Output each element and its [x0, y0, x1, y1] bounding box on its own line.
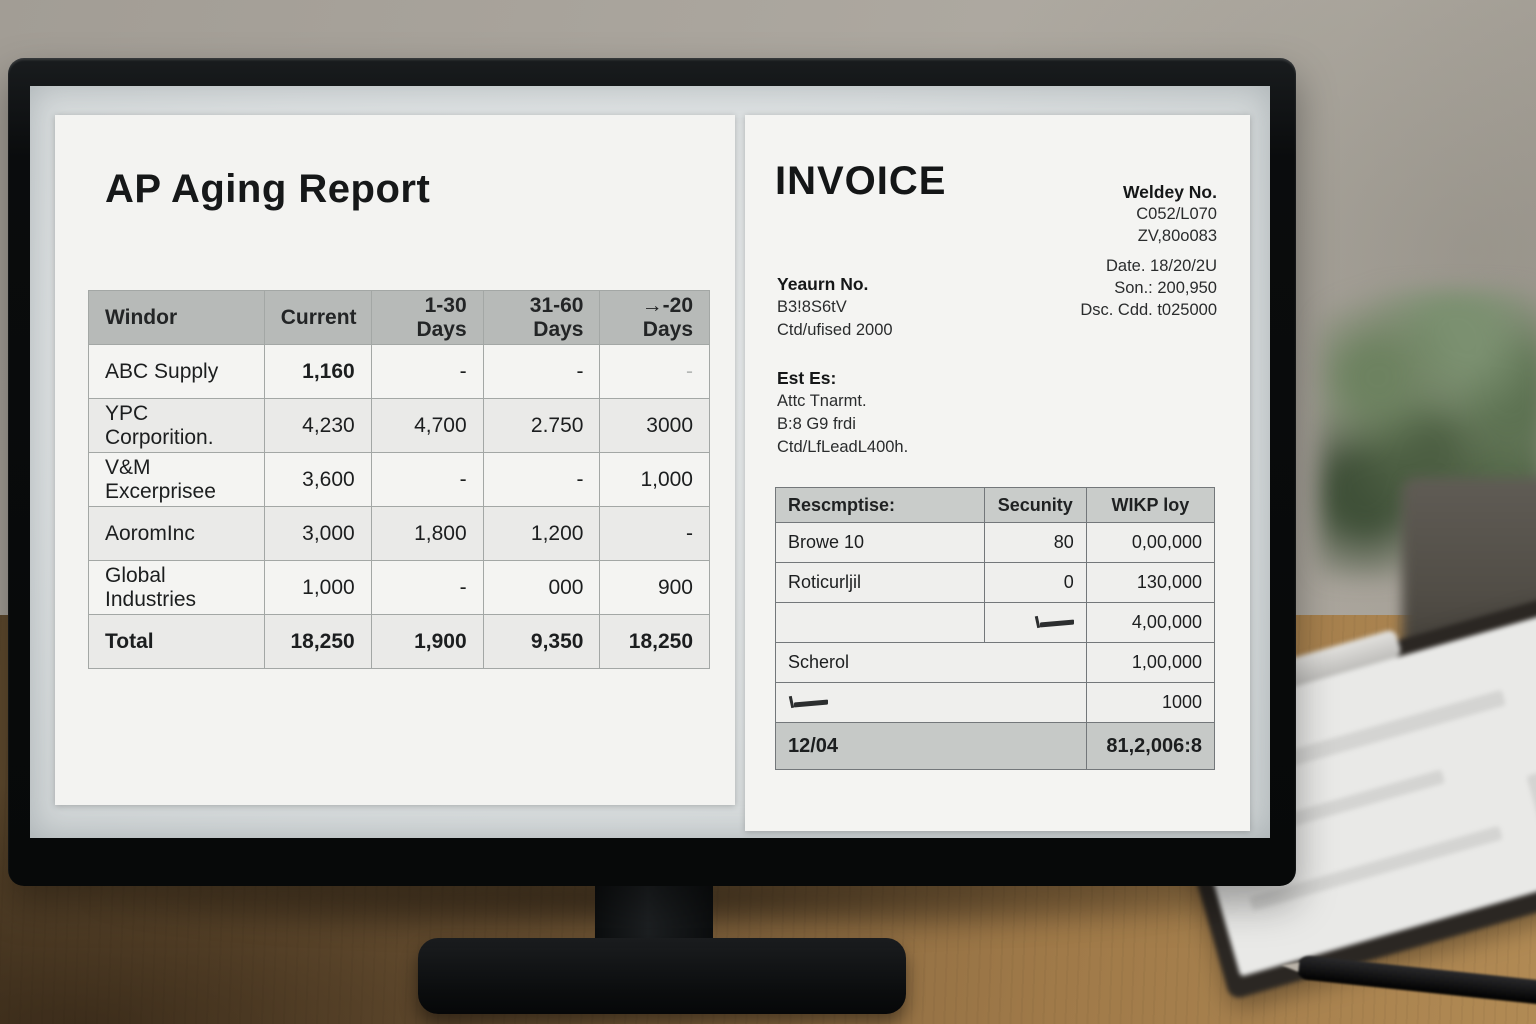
amount-cell: 3,000 — [263, 506, 372, 561]
strike-mark-icon — [1034, 616, 1074, 628]
amount-cell: 0,00,000 — [1085, 522, 1216, 563]
invoice-ref-value: ZV,80o083 — [1137, 227, 1217, 245]
total-label-cell: 12/04 — [775, 722, 1087, 770]
security-cell: 0 — [983, 562, 1087, 603]
amount-cell: 900 — [599, 560, 710, 615]
amount-cell: 4,700 — [370, 398, 484, 453]
table-row: Roticurljil 0 130,000 — [775, 562, 1216, 603]
bill-to-line: B3!8S6tV — [777, 298, 847, 316]
amount-cell: 3,600 — [263, 452, 372, 507]
description-cell: Scherol — [775, 642, 1087, 683]
amount-cell: - — [370, 452, 484, 507]
est-line: Ctd/LfLeadL400h. — [777, 438, 909, 456]
amount-cell: - — [482, 344, 601, 399]
vendor-cell: Global Industries — [88, 560, 265, 615]
amount-cell: 1,160 — [263, 344, 372, 399]
description-cell: Roticurljil — [775, 562, 985, 603]
amount-cell: 000 — [482, 560, 601, 615]
total-amount-cell: 81,2,006:8 — [1085, 722, 1216, 770]
ap-aging-report-panel: AP Aging Report Windor Current 1-30 Days 31… — [55, 115, 735, 805]
amount-cell: 1,00,000 — [1085, 642, 1216, 683]
invoice-date: Date. 18/20/2U — [1106, 257, 1217, 275]
amount-cell: 2.750 — [482, 398, 601, 453]
table-row: Global Industries 1,000-000 900 — [88, 560, 710, 615]
table-row: YPC Corporition. 4,230 4,700 2.750 3000 — [88, 398, 710, 453]
table-row: Browe 10 80 0,00,000 — [775, 522, 1216, 563]
table-row: 1000 — [775, 682, 1216, 723]
amount-cell: 130,000 — [1085, 562, 1216, 603]
est-block: Est Es: Attc Tnarmt. B:8 G9 frdi Ctd/LfL… — [777, 367, 908, 459]
invoice-number-value: C052/L070 — [1136, 205, 1217, 223]
total-row: Total 18,250 1,900 9,350 18,250 — [88, 614, 710, 669]
amount-cell: 4,00,000 — [1085, 602, 1216, 643]
column-header: Windor — [88, 290, 265, 345]
amount-cell: 3000 — [599, 398, 710, 453]
vendor-cell: YPC Corporition. — [88, 398, 265, 453]
monitor-stand-base — [418, 938, 906, 1014]
total-row: 12/04 81,2,006:8 — [775, 722, 1216, 770]
amount-cell: 1,000 — [599, 452, 710, 507]
amount-cell: - — [482, 452, 601, 507]
vendor-cell: ABC Supply — [88, 344, 265, 399]
security-cell: 80 — [983, 522, 1087, 563]
table-header-row: Windor Current 1-30 Days 31-60 Days →-20 Day… — [88, 290, 710, 345]
amount-cell: - — [599, 506, 710, 561]
table-row: 4,00,000 — [775, 602, 1216, 643]
invoice-son: Son.: 200,950 — [1114, 279, 1217, 297]
monitor: AP Aging Report Windor Current 1-30 Days 31… — [8, 58, 1296, 886]
ap-aging-table: Windor Current 1-30 Days 31-60 Days →-20 Day… — [88, 290, 710, 669]
amount-cell: - — [370, 344, 484, 399]
est-line: B:8 G9 frdi — [777, 415, 856, 433]
vendor-cell: V&M Excerprisee — [88, 452, 265, 507]
table-row: V&M Excerprisee 3,600- -1,000 — [88, 452, 710, 507]
amount-cell: 18,250 — [599, 614, 710, 669]
table-row: ABC Supply 1,160- - - — [88, 344, 710, 399]
invoice-dsc: Dsc. Cdd. t025000 — [1080, 301, 1217, 319]
invoice-line-items-table: Rescmptise: Secunity WIKP loy Browe 10 80 0,… — [775, 487, 1216, 770]
column-header: 31-60 Days — [482, 290, 601, 345]
column-header: →-20 Days — [599, 290, 710, 345]
est-line: Attc Tnarmt. — [777, 392, 867, 410]
table-header-row: Rescmptise: Secunity WIKP loy — [775, 487, 1216, 523]
column-header: 1-30 Days — [370, 290, 484, 345]
column-header: Secunity — [983, 487, 1087, 523]
column-header: Current — [263, 290, 372, 345]
strike-mark-icon — [788, 696, 828, 708]
amount-cell: 1,900 — [370, 614, 484, 669]
description-cell — [775, 682, 1087, 723]
paper-text-block — [1526, 737, 1536, 834]
column-header: Rescmptise: — [775, 487, 985, 523]
description-cell — [775, 602, 985, 643]
amount-cell: 9,350 — [482, 614, 601, 669]
amount-cell: 1,000 — [263, 560, 372, 615]
column-header: WIKP loy — [1085, 487, 1216, 523]
invoice-number-label: Weldey No. — [1122, 182, 1217, 202]
report-title: AP Aging Report — [105, 167, 431, 211]
amount-cell: 4,230 — [263, 398, 372, 453]
amount-cell: - — [599, 344, 710, 399]
invoice-panel: INVOICE Weldey No. C052/L070 ZV,80o083 D… — [745, 115, 1250, 831]
amount-cell: 1000 — [1085, 682, 1216, 723]
invoice-meta-block: Weldey No. C052/L070 ZV,80o083 Date. 18/… — [987, 181, 1217, 321]
bill-to-label: Yeaurn No. — [777, 274, 869, 294]
bill-to-line: Ctd/ufised 2000 — [777, 321, 893, 339]
monitor-screen: AP Aging Report Windor Current 1-30 Days 31… — [30, 86, 1270, 838]
table-row: AoromInc 3,000 1,800 1,200- — [88, 506, 710, 561]
vendor-cell: Total — [88, 614, 265, 669]
invoice-title: INVOICE — [775, 159, 947, 203]
security-cell — [983, 602, 1087, 643]
bill-to-block: Yeaurn No. B3!8S6tV Ctd/ufised 2000 — [777, 273, 893, 342]
amount-cell: 1,200 — [482, 506, 601, 561]
vendor-cell: AoromInc — [88, 506, 265, 561]
amount-cell: 18,250 — [263, 614, 372, 669]
amount-cell: - — [370, 560, 484, 615]
table-row: Scherol 1,00,000 — [775, 642, 1216, 683]
est-label: Est Es: — [777, 368, 837, 388]
description-cell: Browe 10 — [775, 522, 985, 563]
amount-cell: 1,800 — [370, 506, 484, 561]
